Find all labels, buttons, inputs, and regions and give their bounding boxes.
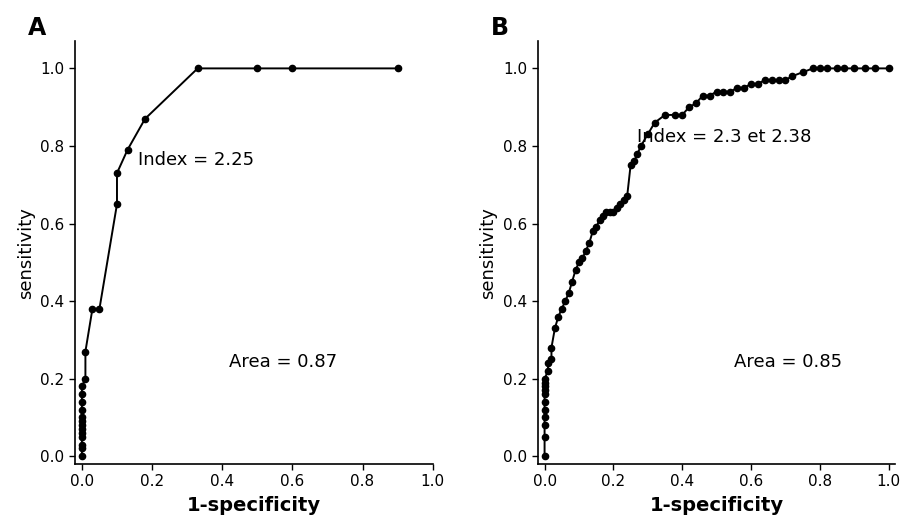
Text: A: A bbox=[28, 16, 47, 40]
Text: Area = 0.85: Area = 0.85 bbox=[733, 353, 842, 371]
X-axis label: 1-specificity: 1-specificity bbox=[186, 496, 321, 516]
Y-axis label: sensitivity: sensitivity bbox=[479, 206, 498, 298]
Text: Index = 2.3 et 2.38: Index = 2.3 et 2.38 bbox=[637, 128, 812, 146]
Text: Index = 2.25: Index = 2.25 bbox=[138, 151, 254, 169]
Text: Area = 0.87: Area = 0.87 bbox=[230, 353, 337, 371]
X-axis label: 1-specificity: 1-specificity bbox=[650, 496, 784, 516]
Text: B: B bbox=[491, 16, 509, 40]
Y-axis label: sensitivity: sensitivity bbox=[17, 206, 35, 298]
